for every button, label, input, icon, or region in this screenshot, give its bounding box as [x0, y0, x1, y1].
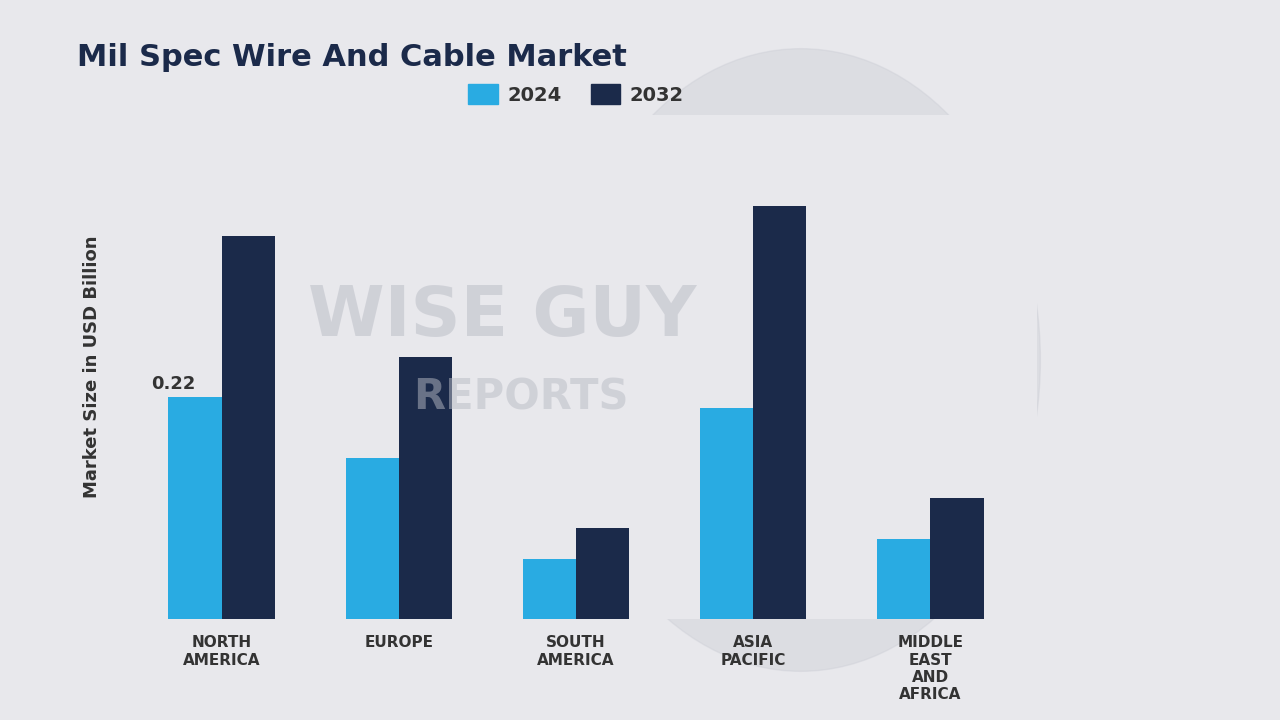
Bar: [221, 236, 275, 619]
Bar: [877, 539, 931, 619]
Text: 0.22: 0.22: [151, 375, 196, 393]
Bar: [399, 357, 452, 619]
Bar: [346, 458, 399, 619]
Text: Mil Spec Wire And Cable Market: Mil Spec Wire And Cable Market: [77, 43, 627, 72]
Legend: 2024, 2032: 2024, 2032: [458, 75, 694, 114]
Bar: [522, 559, 576, 619]
Text: WISE GUY: WISE GUY: [308, 283, 696, 351]
Ellipse shape: [561, 49, 1041, 671]
Text: REPORTS: REPORTS: [413, 377, 628, 418]
Bar: [753, 206, 806, 619]
Y-axis label: Market Size in USD Billion: Market Size in USD Billion: [83, 236, 101, 498]
Bar: [576, 528, 630, 619]
Bar: [169, 397, 221, 619]
Bar: [931, 498, 983, 619]
Bar: [700, 408, 753, 619]
